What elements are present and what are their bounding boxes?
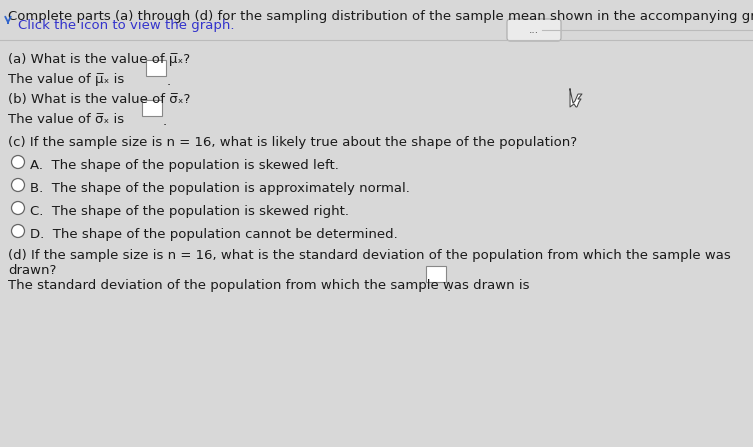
Text: .: . bbox=[163, 115, 167, 128]
FancyBboxPatch shape bbox=[426, 266, 446, 282]
Circle shape bbox=[11, 202, 25, 215]
Text: .: . bbox=[447, 281, 451, 294]
FancyBboxPatch shape bbox=[507, 19, 561, 41]
Text: D.  The shape of the population cannot be determined.: D. The shape of the population cannot be… bbox=[30, 228, 398, 241]
Text: Complete parts (a) through (d) for the sampling distribution of the sample mean : Complete parts (a) through (d) for the s… bbox=[8, 10, 753, 23]
Text: A.  The shape of the population is skewed left.: A. The shape of the population is skewed… bbox=[30, 159, 339, 172]
Text: ...: ... bbox=[529, 25, 539, 35]
Polygon shape bbox=[570, 89, 582, 107]
Circle shape bbox=[11, 224, 25, 237]
Text: (d) If the sample size is n = 16, what is the standard deviation of the populati: (d) If the sample size is n = 16, what i… bbox=[8, 249, 730, 277]
Text: B.  The shape of the population is approximately normal.: B. The shape of the population is approx… bbox=[30, 182, 410, 195]
Circle shape bbox=[11, 156, 25, 169]
Text: The standard deviation of the population from which the sample was drawn is: The standard deviation of the population… bbox=[8, 279, 529, 292]
Text: (c) If the sample size is n = 16, what is likely true about the shape of the pop: (c) If the sample size is n = 16, what i… bbox=[8, 136, 577, 149]
Text: Click the icon to view the graph.: Click the icon to view the graph. bbox=[18, 18, 234, 31]
Text: The value of μ̅ₓ is: The value of μ̅ₓ is bbox=[8, 73, 124, 86]
Text: The value of σ̅ₓ is: The value of σ̅ₓ is bbox=[8, 113, 124, 126]
FancyBboxPatch shape bbox=[142, 100, 162, 116]
Circle shape bbox=[11, 178, 25, 191]
FancyBboxPatch shape bbox=[146, 60, 166, 76]
Text: C.  The shape of the population is skewed right.: C. The shape of the population is skewed… bbox=[30, 205, 349, 218]
Text: (b) What is the value of σ̅ₓ?: (b) What is the value of σ̅ₓ? bbox=[8, 93, 191, 106]
Text: (a) What is the value of μ̅ₓ?: (a) What is the value of μ̅ₓ? bbox=[8, 53, 190, 66]
Text: .: . bbox=[167, 75, 171, 88]
